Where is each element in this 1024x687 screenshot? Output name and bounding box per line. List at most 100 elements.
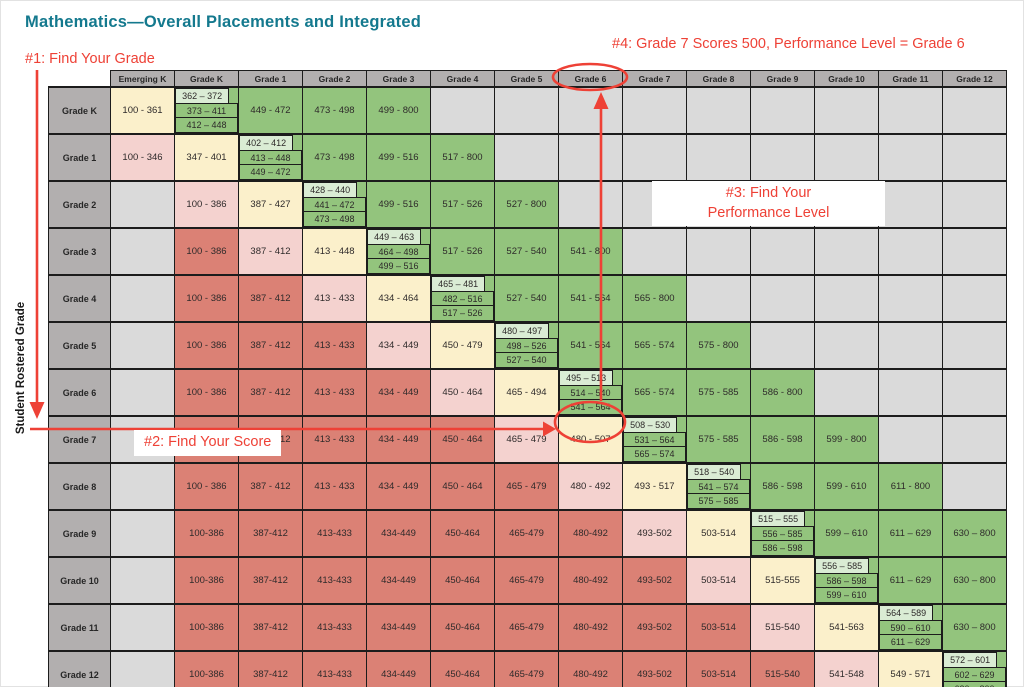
row-label: Grade 10 xyxy=(48,556,111,605)
corner-cell xyxy=(48,70,111,88)
table-header: Emerging K Grade K Grade 1 Grade 2 Grade 3 Gr… xyxy=(48,70,1007,88)
score-cell: 413 - 433 xyxy=(302,368,367,417)
split-range: 527 – 540 xyxy=(495,352,558,367)
score-cell: 387 - 412 xyxy=(238,368,303,417)
placement-split-cell: 515 – 555 556 – 585 586 – 598 xyxy=(750,509,815,558)
split-range: 575 – 585 xyxy=(687,493,750,508)
score-cell-circled: 480 - 507 xyxy=(558,415,623,464)
column-header: Grade 1 xyxy=(238,70,303,88)
score-cell: 599 – 610 xyxy=(814,509,879,558)
score-cell: 630 – 800 xyxy=(942,556,1007,605)
split-range: 572 – 601 xyxy=(943,653,998,668)
score-cell: 541 - 564 xyxy=(558,274,623,323)
score-cell: 549 - 571 xyxy=(878,650,943,687)
score-cell: 499 - 800 xyxy=(366,86,431,135)
score-cell: 450 - 464 xyxy=(430,368,495,417)
split-range: 508 – 530 xyxy=(623,418,678,433)
row-label: Grade 4 xyxy=(48,274,111,323)
row-label: Grade 5 xyxy=(48,321,111,370)
score-cell: 100 - 361 xyxy=(110,86,175,135)
score-cell xyxy=(878,227,943,276)
row-label: Grade 6 xyxy=(48,368,111,417)
score-cell xyxy=(750,133,815,182)
score-cell: 473 - 498 xyxy=(302,86,367,135)
score-cell xyxy=(110,180,175,229)
score-cell: 413 - 433 xyxy=(302,321,367,370)
column-header: Grade 6 xyxy=(558,70,623,88)
score-cell: 517 - 526 xyxy=(430,180,495,229)
score-cell: 347 - 401 xyxy=(174,133,239,182)
score-cell xyxy=(110,368,175,417)
score-cell: 503-514 xyxy=(686,650,751,687)
page-title: Mathematics—Overall Placements and Integ… xyxy=(25,13,421,31)
table-row: Grade K 100 - 361 362 – 372 373 – 411 412 – … xyxy=(48,86,1007,135)
score-cell xyxy=(814,227,879,276)
score-cell: 586 - 598 xyxy=(750,462,815,511)
score-cell xyxy=(942,415,1007,464)
score-cell: 434 - 449 xyxy=(366,462,431,511)
score-cell xyxy=(878,133,943,182)
annotation-step4: #4: Grade 7 Scores 500, Performance Leve… xyxy=(612,36,965,52)
score-cell xyxy=(558,133,623,182)
score-cell xyxy=(814,368,879,417)
score-cell xyxy=(686,86,751,135)
score-cell: 100 - 386 xyxy=(174,462,239,511)
split-range: 602 – 629 xyxy=(943,666,1006,683)
split-range: 441 – 472 xyxy=(303,196,366,213)
score-cell: 450 - 479 xyxy=(430,321,495,370)
score-cell xyxy=(750,86,815,135)
score-cell xyxy=(110,227,175,276)
score-cell: 630 – 800 xyxy=(942,603,1007,652)
score-cell: 465 - 494 xyxy=(494,368,559,417)
split-range: 465 – 481 xyxy=(431,277,486,292)
row-label: Grade 3 xyxy=(48,227,111,276)
score-cell: 434-449 xyxy=(366,650,431,687)
column-header: Grade 2 xyxy=(302,70,367,88)
score-cell: 434 - 449 xyxy=(366,368,431,417)
score-cell xyxy=(878,321,943,370)
score-cell xyxy=(558,86,623,135)
score-cell xyxy=(110,274,175,323)
score-cell xyxy=(686,274,751,323)
score-cell xyxy=(622,227,687,276)
split-range: 482 – 516 xyxy=(431,290,494,307)
score-cell: 493-502 xyxy=(622,556,687,605)
score-cell: 387-412 xyxy=(238,556,303,605)
score-cell xyxy=(750,321,815,370)
split-range: 499 – 516 xyxy=(367,258,430,273)
annotation-step3-line2: Performance Level xyxy=(707,204,830,221)
score-cell xyxy=(622,86,687,135)
arrow-find-grade-head xyxy=(29,402,45,419)
score-cell: 434-449 xyxy=(366,556,431,605)
score-cell: 565 - 800 xyxy=(622,274,687,323)
score-cell: 527 - 540 xyxy=(494,227,559,276)
score-cell: 575 - 585 xyxy=(686,368,751,417)
score-cell xyxy=(110,650,175,687)
column-header: Grade 10 xyxy=(814,70,879,88)
row-label: Grade 7 xyxy=(48,415,111,464)
score-cell: 611 – 629 xyxy=(878,509,943,558)
score-cell: 515-540 xyxy=(750,650,815,687)
split-range: 630 – 800 xyxy=(943,681,1006,687)
score-cell xyxy=(878,368,943,417)
score-cell: 387 - 427 xyxy=(238,180,303,229)
split-range: 473 – 498 xyxy=(303,211,366,226)
score-cell: 100-386 xyxy=(174,556,239,605)
split-range: 586 – 598 xyxy=(815,572,878,589)
score-cell: 434-449 xyxy=(366,509,431,558)
split-range: 556 – 585 xyxy=(751,525,814,542)
score-cell xyxy=(942,274,1007,323)
score-cell xyxy=(110,556,175,605)
split-range: 412 – 448 xyxy=(175,117,238,132)
score-cell: 575 - 585 xyxy=(686,415,751,464)
score-cell: 434 - 449 xyxy=(366,321,431,370)
score-cell xyxy=(494,86,559,135)
split-range: 464 – 498 xyxy=(367,243,430,260)
score-cell: 586 - 598 xyxy=(750,415,815,464)
score-cell: 413-433 xyxy=(302,556,367,605)
split-range: 449 – 472 xyxy=(239,164,302,179)
score-cell: 434-449 xyxy=(366,603,431,652)
score-cell: 493-502 xyxy=(622,650,687,687)
score-cell: 413 - 433 xyxy=(302,274,367,323)
